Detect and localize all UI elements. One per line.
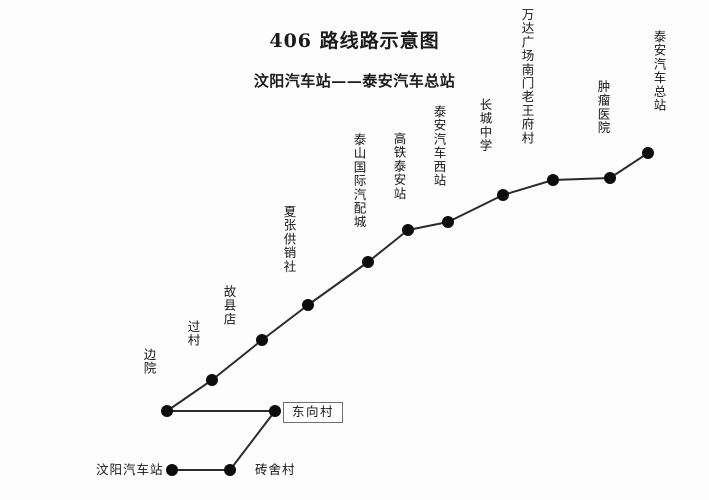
station-label: 边院	[141, 348, 157, 376]
station-label: 过村	[185, 320, 201, 348]
station-dot[interactable]	[161, 405, 173, 417]
station-label: 高铁泰安站	[391, 132, 407, 201]
station-label: 泰安汽车总站	[651, 30, 667, 113]
station-label: 泰山国际汽配城	[351, 133, 367, 229]
station-label: 东向村	[283, 402, 344, 423]
station-label: 泰安汽车西站	[431, 105, 447, 188]
station-label: 故县店	[221, 285, 237, 327]
route-polyline	[166, 152, 649, 471]
station-dot[interactable]	[497, 189, 509, 201]
station-dot[interactable]	[547, 174, 559, 186]
station-label: 汶阳汽车站	[96, 462, 164, 477]
station-dot[interactable]	[206, 374, 218, 386]
station-label: 夏张供销社	[281, 205, 297, 274]
station-dot-group	[161, 147, 654, 476]
station-label: 长城中学	[477, 98, 493, 153]
station-dot[interactable]	[224, 464, 236, 476]
station-dot[interactable]	[302, 299, 314, 311]
station-label: 万达广场南门老王府村	[519, 8, 535, 145]
station-label: 肿瘤医院	[595, 80, 611, 135]
station-dot[interactable]	[256, 334, 268, 346]
station-dot[interactable]	[362, 256, 374, 268]
station-dot[interactable]	[642, 147, 654, 159]
station-dot[interactable]	[166, 464, 178, 476]
station-dot[interactable]	[604, 172, 616, 184]
station-label: 砖舍村	[255, 462, 296, 477]
route-endpoints-subtitle: 汶阳汽车站——泰安汽车总站	[253, 72, 456, 90]
station-dot[interactable]	[442, 216, 454, 228]
station-dot[interactable]	[402, 224, 414, 236]
page-title: 406 路线路示意图	[269, 30, 440, 52]
station-dot[interactable]	[269, 405, 281, 417]
